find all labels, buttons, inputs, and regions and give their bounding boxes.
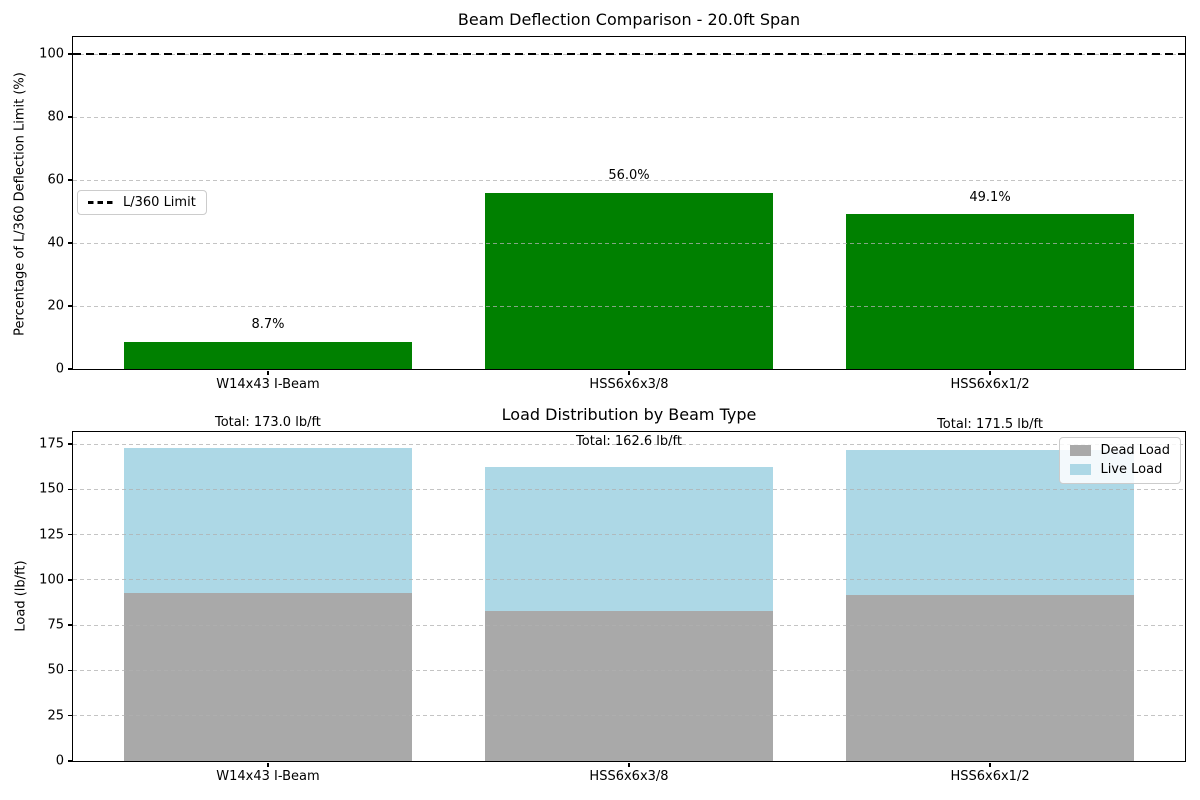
y-tick-mark-75 (67, 624, 72, 626)
x-tick-label-w14x43-i-beam: W14x43 I-Beam (216, 769, 320, 784)
legend-label-l360-limit: L/360 Limit (123, 195, 196, 210)
load-y-axis-label: Load (lb/ft) (13, 560, 29, 632)
y-tick-label-40: 40 (47, 235, 64, 251)
bar-segment-dead-load-hss6x6x3-8 (484, 611, 774, 761)
deflection-bar-hss6x6x1-2 (845, 214, 1135, 369)
x-tick-label-hss6x6x3-8: HSS6x6x3/8 (589, 769, 669, 784)
y-tick-label-50: 50 (47, 662, 64, 678)
y-tick-label-100: 100 (39, 572, 64, 588)
grid-line-150 (73, 488, 1185, 490)
y-tick-mark-125 (67, 533, 72, 536)
deflection-bar-hss6x6x3-8 (484, 192, 774, 369)
grid-line-75 (73, 624, 1185, 626)
x-tick-label-hss6x6x1-2: HSS6x6x1/2 (950, 377, 1030, 392)
y-tick-label-100: 100 (39, 46, 64, 62)
y-tick-mark-50 (67, 669, 72, 672)
y-tick-mark-25 (67, 715, 72, 717)
y-tick-label-80: 80 (47, 109, 64, 125)
x-tick-mark-hss6x6x1-2 (989, 762, 991, 767)
x-tick-mark-w14x43-i-beam (267, 370, 269, 375)
y-tick-label-20: 20 (47, 298, 64, 314)
y-tick-label-0: 0 (55, 361, 64, 377)
x-tick-mark-hss6x6x3-8 (628, 762, 630, 767)
y-tick-mark-150 (67, 488, 72, 491)
bar-segment-dead-load-hss6x6x1-2 (845, 595, 1135, 761)
grid-line-80 (73, 116, 1185, 118)
y-tick-label-60: 60 (47, 172, 64, 188)
bar-value-label-hss6x6x3-8: 56.0% (608, 168, 650, 184)
legend-entry-dead-load: Dead Load (1070, 443, 1170, 458)
x-tick-mark-hss6x6x3-8 (628, 370, 630, 375)
bar-value-label-hss6x6x1-2: 49.1% (969, 189, 1011, 205)
load-plot-area: Dead Load Live Load 0 25 50 75 100 125 150 175 W… (39, 415, 1186, 784)
grid-line-40 (73, 242, 1185, 244)
x-tick-label-hss6x6x1-2: HSS6x6x1/2 (950, 769, 1030, 784)
y-tick-label-0: 0 (55, 753, 64, 769)
y-tick-mark-0 (67, 760, 72, 762)
live-load-swatch (1070, 464, 1092, 475)
deflection-y-axis-label: Percentage of L/360 Deflection Limit (%) (12, 72, 28, 336)
legend-label-dead-load: Dead Load (1100, 443, 1170, 458)
grid-line-50 (73, 669, 1185, 671)
y-tick-label-125: 125 (39, 527, 64, 543)
load-chart-title: Load Distribution by Beam Type (501, 405, 757, 424)
grid-line-100 (73, 579, 1185, 581)
legend-label-live-load: Live Load (1100, 462, 1163, 477)
total-label-hss6x6x1-2: Total: 171.5 lb/ft (937, 417, 1043, 433)
y-tick-label-150: 150 (39, 481, 64, 497)
deflection-chart-title: Beam Deflection Comparison - 20.0ft Span (457, 10, 801, 29)
y-tick-mark-0 (67, 368, 72, 370)
total-label-w14x43-i-beam: Total: 173.0 lb/ft (214, 414, 321, 430)
grid-line-60 (73, 179, 1185, 181)
legend-entry-live-load: Live Load (1070, 462, 1170, 477)
x-tick-mark-w14x43-i-beam (267, 762, 269, 767)
x-tick-label-w14x43-i-beam: W14x43 I-Beam (216, 377, 320, 392)
y-tick-label-75: 75 (47, 617, 64, 633)
y-tick-label-175: 175 (39, 436, 64, 452)
deflection-bar-w14x43-i-beam (123, 341, 413, 369)
y-tick-label-25: 25 (47, 708, 64, 724)
y-tick-mark-175 (67, 443, 72, 445)
x-tick-mark-hss6x6x1-2 (989, 370, 991, 375)
y-tick-mark-80 (67, 116, 72, 118)
deflection-plot-area: L/360 Limit 0 20 40 60 80 100 W14x43 I-Beam HSS… (39, 36, 1186, 392)
load-legend: Dead Load Live Load (1059, 437, 1181, 484)
dashed-line-swatch (88, 201, 114, 204)
grid-line-25 (73, 715, 1185, 717)
bar-segment-dead-load-w14x43-i-beam (123, 592, 413, 761)
limit-line (73, 52, 1185, 56)
y-tick-mark-20 (67, 305, 72, 307)
bar-segment-live-load-hss6x6x3-8 (484, 466, 774, 612)
bar-segment-live-load-w14x43-i-beam (123, 447, 413, 593)
total-label-hss6x6x3-8: Total: 162.6 lb/ft (576, 433, 682, 449)
y-tick-mark-100 (67, 579, 72, 581)
grid-line-20 (73, 305, 1185, 307)
x-tick-label-hss6x6x3-8: HSS6x6x3/8 (589, 377, 669, 392)
y-tick-mark-100 (67, 53, 72, 55)
bar-value-label-w14x43-i-beam: 8.7% (251, 317, 285, 333)
dead-load-swatch (1070, 445, 1092, 456)
y-tick-mark-40 (67, 242, 72, 244)
deflection-legend: L/360 Limit (77, 190, 207, 215)
grid-line-125 (73, 534, 1185, 536)
grid-line-175 (73, 443, 1185, 445)
y-tick-mark-60 (67, 179, 72, 181)
